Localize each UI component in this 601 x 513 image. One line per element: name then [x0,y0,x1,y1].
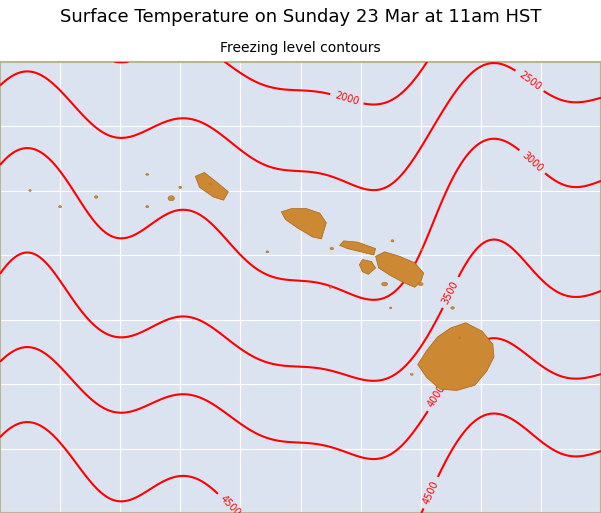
Polygon shape [340,241,376,255]
Polygon shape [359,260,376,274]
Ellipse shape [179,186,182,188]
Text: 4500: 4500 [218,494,242,513]
Ellipse shape [59,206,62,208]
Ellipse shape [459,337,461,339]
Text: 2500: 2500 [517,69,543,92]
Ellipse shape [209,183,212,185]
Ellipse shape [266,251,269,253]
Ellipse shape [418,283,423,286]
Ellipse shape [146,206,149,208]
Polygon shape [195,172,228,200]
Ellipse shape [391,240,394,242]
Ellipse shape [421,249,423,251]
Text: 4500: 4500 [421,479,441,506]
Ellipse shape [146,173,149,175]
Ellipse shape [168,195,174,201]
Text: 4000: 4000 [426,383,448,409]
Text: Freezing level contours: Freezing level contours [220,41,381,55]
Ellipse shape [94,195,98,199]
Ellipse shape [410,373,413,376]
Text: 2000: 2000 [334,91,360,107]
Text: Surface Temperature on Sunday 23 Mar at 11am HST: Surface Temperature on Sunday 23 Mar at … [59,8,542,26]
Ellipse shape [389,307,392,309]
Ellipse shape [29,190,31,191]
Text: 3500: 3500 [441,279,460,306]
Ellipse shape [330,247,334,250]
Ellipse shape [451,307,454,309]
Polygon shape [376,252,424,287]
Polygon shape [281,209,326,239]
Ellipse shape [329,286,332,288]
Ellipse shape [382,282,388,286]
Text: 3000: 3000 [520,150,545,174]
Polygon shape [418,323,494,390]
